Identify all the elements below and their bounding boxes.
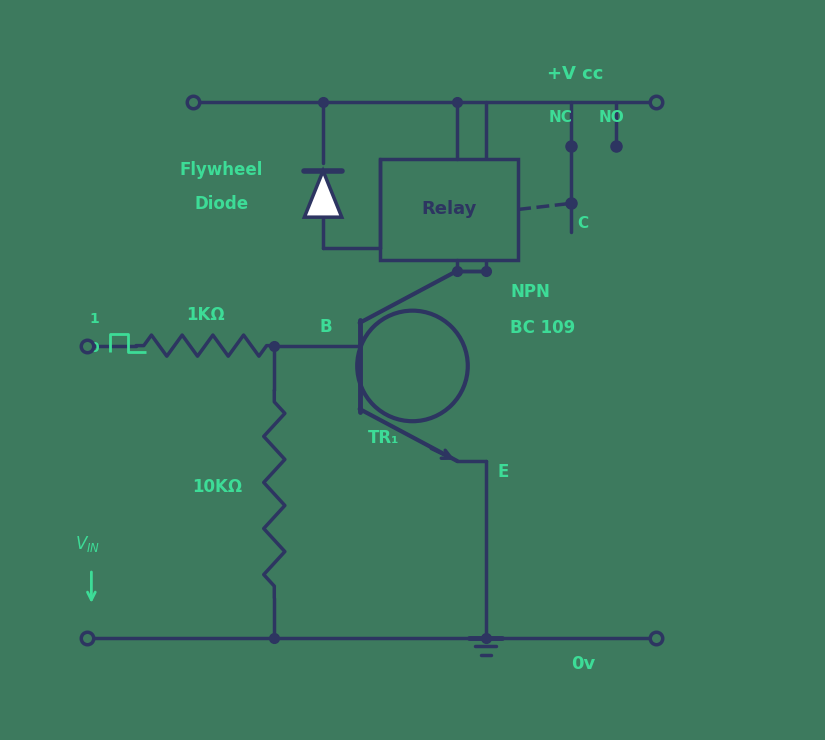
Text: $V_{IN}$: $V_{IN}$: [75, 534, 101, 554]
Text: TR₁: TR₁: [368, 429, 399, 447]
Text: Flywheel: Flywheel: [180, 161, 263, 179]
Text: 10KΩ: 10KΩ: [192, 478, 243, 496]
Polygon shape: [304, 171, 342, 217]
Text: +V cc: +V cc: [547, 65, 603, 83]
Text: 0v: 0v: [571, 655, 596, 673]
Text: 0: 0: [90, 341, 99, 355]
Text: Diode: Diode: [195, 195, 248, 213]
Text: C: C: [497, 230, 510, 248]
Text: 1KΩ: 1KΩ: [186, 306, 224, 323]
Text: E: E: [497, 463, 509, 481]
Bar: [380, 158, 518, 260]
Text: Relay: Relay: [422, 201, 477, 218]
Text: NO: NO: [599, 110, 625, 125]
Text: NPN: NPN: [510, 283, 550, 301]
Text: C: C: [578, 216, 589, 231]
Text: 1: 1: [90, 312, 100, 326]
Text: NC: NC: [549, 110, 573, 125]
Text: B: B: [319, 317, 332, 336]
Text: BC 109: BC 109: [510, 320, 575, 337]
